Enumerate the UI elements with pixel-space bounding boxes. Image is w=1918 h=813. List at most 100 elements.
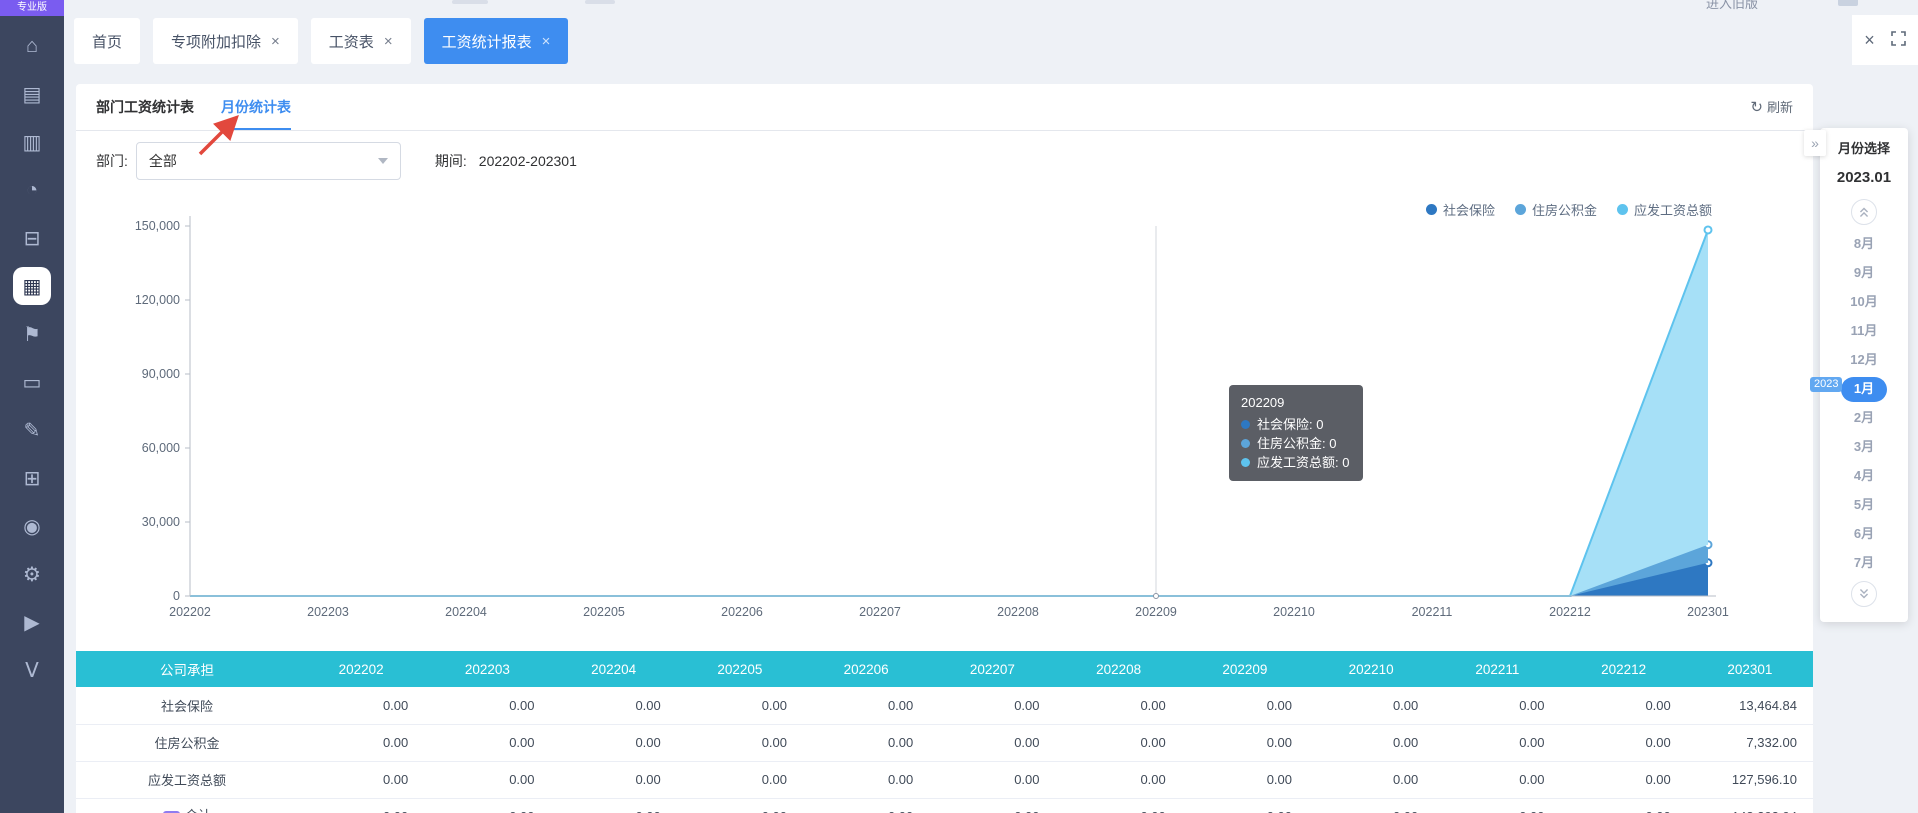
svg-text:30,000: 30,000 [142, 515, 180, 529]
table-value-cell: 0.00 [298, 687, 425, 725]
report-subtabs: 部门工资统计表 月份统计表 ↻ 刷新 [76, 84, 1813, 131]
table-value-cell: 0.00 [929, 798, 1056, 813]
reports-icon-glyph: ▥ [22, 131, 42, 154]
contacts-icon[interactable]: ◉ [0, 502, 64, 550]
home-icon[interactable]: ⌂ [0, 22, 64, 70]
table-value-cell: 0.00 [1055, 687, 1182, 725]
tab-item[interactable]: 工资表 × [310, 18, 411, 64]
month-item[interactable]: 10月 [1820, 287, 1908, 316]
salary-chart-svg[interactable]: 150,000 120,000 90,000 60,000 30,000 0 202202 2… [95, 210, 1795, 622]
svg-text:202301: 202301 [1687, 605, 1729, 619]
table-value-cell: 0.00 [1181, 724, 1308, 762]
tab-close-icon[interactable]: × [271, 32, 280, 50]
month-item[interactable]: 3月 [1820, 432, 1908, 461]
svg-text:90,000: 90,000 [142, 367, 180, 381]
table-header-cell: 202204 [550, 651, 677, 687]
legend-label: 住房公积金 [1531, 203, 1597, 218]
reports-icon[interactable]: ▥ [0, 118, 64, 166]
contacts-icon-glyph: ◉ [23, 515, 41, 538]
assets-icon[interactable]: ⚑ [0, 310, 64, 358]
table-value-cell: 0.00 [929, 761, 1056, 799]
month-item-label: 8月 [1853, 236, 1875, 251]
tab-close-icon[interactable]: × [383, 32, 393, 50]
table-value-cell: 148,392.94 [1686, 798, 1813, 813]
scroll-up-icon[interactable] [1851, 199, 1877, 225]
edition-badge: 专业版 [0, 0, 64, 16]
subtab-department-salary[interactable]: 部门工资统计表 [96, 99, 194, 115]
month-panel-collapse-icon[interactable]: » [1804, 130, 1826, 156]
table-value-cell: 0.00 [424, 724, 551, 762]
month-item[interactable]: 4月 [1820, 461, 1908, 490]
documents-icon[interactable]: ⊞ [0, 454, 64, 502]
refresh-button[interactable]: ↻ 刷新 [1750, 99, 1793, 116]
current-month-label: 2023.01 [1836, 169, 1892, 186]
month-item[interactable]: 6月 [1820, 519, 1908, 548]
settings-icon[interactable]: ⚙ [0, 550, 64, 598]
fullscreen-icon[interactable] [1890, 31, 1906, 49]
voucher-icon[interactable]: ▤ [0, 70, 64, 118]
table-value-cell: 0.00 [1308, 687, 1435, 725]
tooltip-series-dot [1241, 439, 1250, 448]
funds-icon-glyph: ◔ [25, 178, 39, 201]
legend-label: 社会保险 [1442, 203, 1495, 218]
month-item[interactable]: 9月 [1820, 258, 1908, 287]
funds-icon[interactable]: ◔ [0, 166, 64, 214]
month-item[interactable]: 2023 1月 [1810, 374, 1908, 403]
table-value-cell: 0.00 [676, 724, 803, 762]
brand-v-icon[interactable]: Ⅴ [0, 646, 64, 694]
tooltip-series-dot [1241, 420, 1250, 429]
ledger-icon[interactable]: ✎ [0, 406, 64, 454]
table-header-cell: 202206 [803, 651, 930, 687]
row-label-cell: 应发工资总额 [76, 761, 298, 799]
legend-item[interactable]: 住房公积金 [1514, 200, 1597, 219]
table-value-cell: 0.00 [676, 761, 803, 799]
month-item[interactable]: 8月 [1820, 229, 1908, 258]
user-avatar[interactable] [1838, 0, 1858, 6]
tab-item[interactable]: 专项附加扣除 × [153, 18, 298, 64]
table-header-cell: 202211 [1434, 651, 1561, 687]
brand-v-icon-glyph: Ⅴ [25, 659, 39, 682]
tab-close-icon[interactable]: × [541, 32, 551, 50]
chart-areas [190, 225, 1713, 597]
voucher-icon-glyph: ▤ [22, 83, 42, 106]
training-icon[interactable]: ▶ [0, 598, 64, 646]
dept-select[interactable]: 全部 [135, 142, 401, 180]
checkout-icon[interactable]: ▭ [0, 358, 64, 406]
legend-item[interactable]: 应发工资总额 [1616, 200, 1712, 219]
table-value-cell: 0.00 [1181, 761, 1308, 799]
old-version-link[interactable]: 进入旧版 [1706, 0, 1759, 11]
month-list: 8月 9月 10月 11月 12月 2023 1月 2月 3月 4月 5月 6月 7月 [1810, 229, 1908, 577]
period-label: 期间: [434, 153, 467, 169]
month-item[interactable]: 7月 [1820, 548, 1908, 577]
table-value-cell: 0.00 [803, 687, 930, 725]
table-value-cell: 0.00 [1181, 798, 1308, 813]
month-item-label: 10月 [1850, 294, 1878, 309]
invoice-icon[interactable]: ⊟ [0, 214, 64, 262]
assets-icon-glyph: ⚑ [23, 323, 41, 346]
legend-item[interactable]: 社会保险 [1425, 200, 1495, 219]
tooltip-row: 社会保险: 0 [1241, 415, 1349, 434]
tab-label: 首页 [92, 33, 123, 51]
table-header-cell: 202205 [676, 651, 803, 687]
table-value-cell: 0.00 [676, 798, 803, 813]
tooltip-title: 202209 [1241, 395, 1285, 410]
legend-dot [1514, 204, 1526, 215]
table-value-cell: 0.00 [1055, 724, 1182, 762]
table-header-cell: 202209 [1181, 651, 1308, 687]
tooltip-series-value: 社会保险: 0 [1257, 417, 1324, 432]
month-item[interactable]: 5月 [1820, 490, 1908, 519]
scroll-down-icon[interactable] [1851, 581, 1877, 607]
table-row: 应发工资总额 0.00 0.00 0.00 0.00 0.00 0.00 0.00 0.00 0.… [76, 761, 1813, 799]
tab-item[interactable]: 首页 [74, 18, 141, 64]
month-item[interactable]: 2月 [1820, 403, 1908, 432]
month-item[interactable]: 11月 [1820, 316, 1908, 345]
month-item-label: 9月 [1853, 265, 1875, 280]
salary-report-icon[interactable]: ▦ [0, 262, 64, 310]
tooltip-series-value: 住房公积金: 0 [1257, 436, 1337, 451]
month-item[interactable]: 12月 [1820, 345, 1908, 374]
subtab-monthly-statistics[interactable]: 月份统计表 [221, 84, 291, 130]
month-item-label: 12月 [1850, 352, 1878, 367]
filter-row: 部门: 全部 期间: 202202-202301 [96, 142, 577, 180]
close-all-tabs-icon[interactable]: × [1864, 30, 1875, 50]
tab-item[interactable]: 工资统计报表 × [423, 18, 569, 64]
